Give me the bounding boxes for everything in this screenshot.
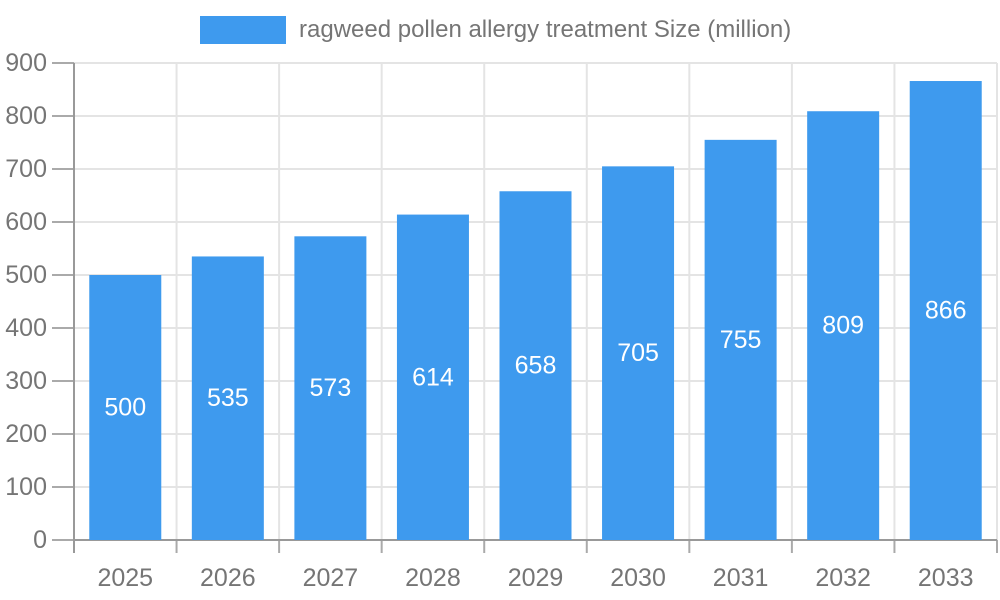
y-tick-label: 300 [5,367,47,395]
bar [499,191,572,540]
y-tick-label: 600 [5,208,47,236]
y-tick-label: 700 [5,155,47,183]
x-tick-label: 2026 [200,564,256,592]
bar [191,256,264,540]
x-tick-label: 2033 [918,564,974,592]
bar-value-label: 866 [925,297,967,325]
bar [909,81,982,541]
bar [396,214,469,540]
x-tick-label: 2029 [508,564,564,592]
y-tick-label: 400 [5,314,47,342]
y-tick-label: 900 [5,49,47,77]
y-tick-label: 800 [5,102,47,130]
x-tick-label: 2025 [97,564,153,592]
bar [294,236,367,540]
y-tick-label: 500 [5,261,47,289]
bar [89,275,162,540]
x-tick-label: 2030 [610,564,666,592]
legend-swatch [200,16,286,44]
bar [602,166,675,540]
chart-legend: ragweed pollen allergy treatment Size (m… [200,16,791,44]
bar-value-label: 809 [822,312,864,340]
bar-value-label: 535 [207,384,249,412]
x-tick-label: 2031 [713,564,769,592]
x-tick-label: 2028 [405,564,461,592]
y-tick-label: 200 [5,420,47,448]
bar-value-label: 705 [617,339,659,367]
bar-value-label: 755 [720,326,762,354]
x-tick-label: 2032 [815,564,871,592]
y-tick-label: 100 [5,473,47,501]
y-tick-label: 0 [33,526,47,554]
x-tick-label: 2027 [303,564,359,592]
bar [807,111,880,540]
legend-label: ragweed pollen allergy treatment Size (m… [299,16,792,43]
bar-value-label: 614 [412,363,454,391]
bar-value-label: 500 [104,394,146,422]
bar-value-label: 658 [515,352,557,380]
bar [704,139,777,540]
bar-value-label: 573 [310,374,352,402]
